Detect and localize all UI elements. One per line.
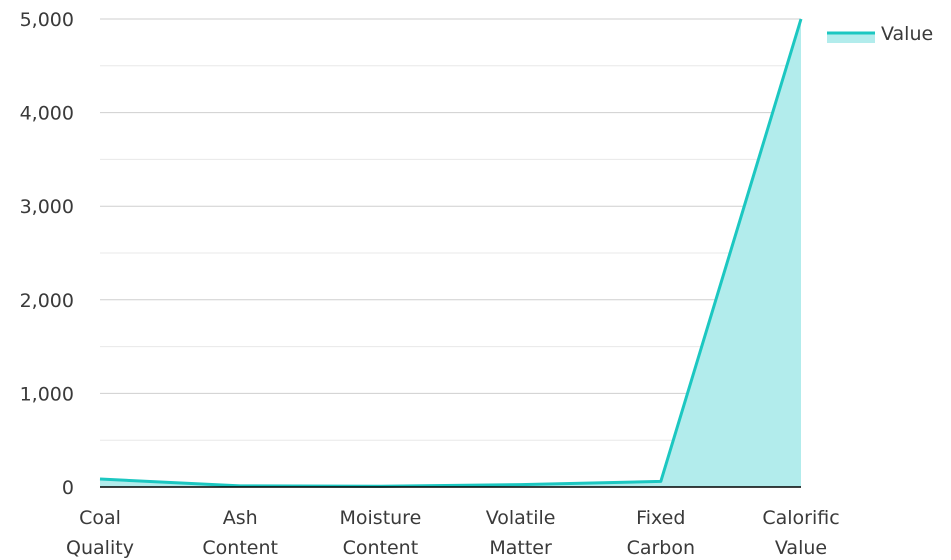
x-tick-label: Volatile Matter (486, 507, 556, 559)
y-tick-label: 1,000 (20, 383, 74, 405)
x-tick-label: Moisture Content (340, 507, 422, 559)
legend-swatch-fill (827, 33, 875, 43)
y-axis-ticks: 0 1,000 2,000 3,000 4,000 5,000 (20, 9, 74, 499)
y-tick-label: 0 (62, 477, 74, 499)
x-tick-label: Coal Quality (66, 507, 134, 559)
area-fill (100, 19, 801, 487)
y-tick-label: 2,000 (20, 290, 74, 312)
x-tick-label: Calorific Value (762, 507, 839, 559)
series-line-value (99, 18, 803, 488)
grid-lines (100, 18, 801, 441)
x-tick-label: Ash Content (202, 507, 278, 559)
series-line (99, 18, 803, 488)
series-area (100, 19, 801, 487)
y-tick-label: 3,000 (20, 196, 74, 218)
legend[interactable]: Value (827, 23, 933, 45)
legend-label: Value (881, 23, 933, 45)
y-tick-label: 5,000 (20, 9, 74, 31)
x-axis-ticks: Coal Quality Ash Content Moisture Content Vola… (66, 507, 840, 559)
x-tick-label: Fixed Carbon (627, 507, 695, 559)
y-tick-label: 4,000 (20, 103, 74, 125)
